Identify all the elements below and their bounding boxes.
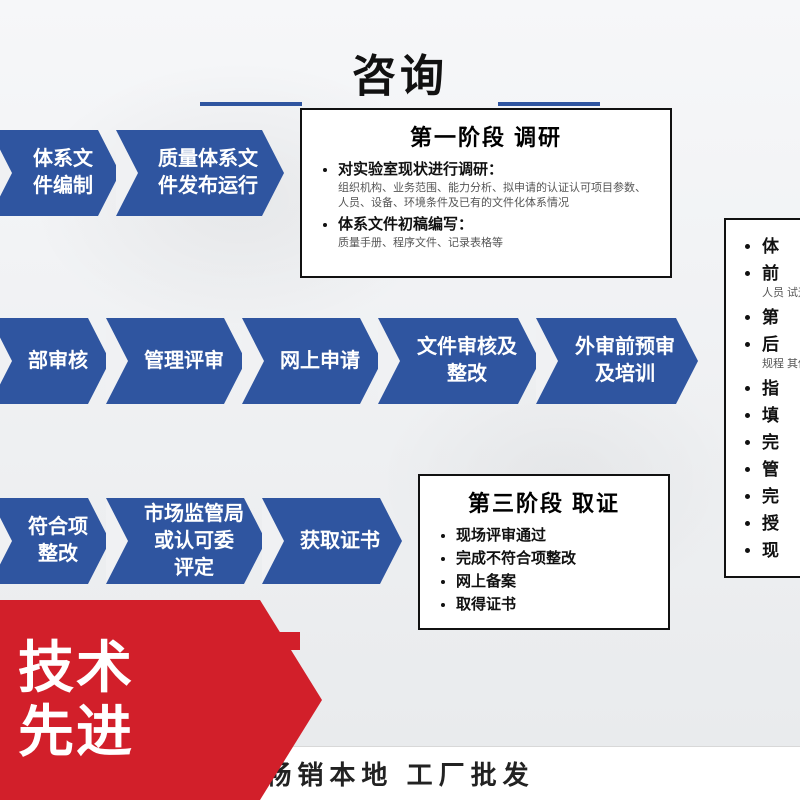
right-crop-item: 指 [762,374,800,399]
phase1-list: 对实验室现状进行调研：组织机构、业务范围、能力分析、拟申请的认证认可项目参数、人… [316,158,656,251]
phase1-item-sub: 组织机构、业务范围、能力分析、拟申请的认证认可项目参数、人员、设备、环境条件及已… [338,181,656,211]
right-cropped-list: 体前人员 试运第后规程 其他指填完管完授现 [740,232,800,561]
phase3-card: 第三阶段 取证 现场评审通过完成不符合项整改网上备案取得证书 [418,474,670,630]
flow-step-label: 获取证书 [300,528,380,555]
right-crop-item: 体 [762,232,800,257]
right-crop-item: 授 [762,509,800,534]
title-bar-left [200,102,302,106]
right-crop-item: 现 [762,536,800,561]
flow-step-label: 文件审核及整改 [417,334,517,388]
title-bar-right [498,102,600,106]
right-crop-item-sub: 人员 试运 [762,286,800,301]
badge-line2: 先进 [18,700,260,764]
flow-step-r1s1: 体系文件编制 [0,130,120,216]
phase1-item: 体系文件初稿编写：质量手册、程序文件、记录表格等 [338,213,656,251]
right-crop-item: 填 [762,401,800,426]
flow-step-r2s1: 部审核 [0,318,110,404]
right-crop-item: 第 [762,303,800,328]
flow-step-r3s2: 市场监管局或认可委评定 [106,498,266,584]
flow-step-r2s3: 网上申请 [242,318,382,404]
phase1-title: 第一阶段 调研 [316,120,656,152]
flow-step-label: 网上申请 [280,348,360,375]
phase3-item: 网上备案 [456,570,654,591]
flow-step-label: 外审前预审及培训 [575,334,675,388]
flow-step-label: 市场监管局或认可委评定 [144,501,244,582]
phase3-item: 完成不符合项整改 [456,547,654,568]
phase1-item-sub: 质量手册、程序文件、记录表格等 [338,236,656,251]
flow-step-r3s1: 符合项整改 [0,498,110,584]
phase3-item: 现场评审通过 [456,524,654,545]
flow-step-r2s4: 文件审核及整改 [378,318,540,404]
phase1-item: 对实验室现状进行调研：组织机构、业务范围、能力分析、拟申请的认证认可项目参数、人… [338,158,656,211]
right-crop-item: 前人员 试运 [762,259,800,301]
phase1-card: 第一阶段 调研 对实验室现状进行调研：组织机构、业务范围、能力分析、拟申请的认证… [300,108,672,278]
right-cropped-card: 体前人员 试运第后规程 其他指填完管完授现 [724,218,800,578]
flow-step-label: 管理评审 [144,348,224,375]
phase3-list: 现场评审通过完成不符合项整改网上备案取得证书 [434,524,654,614]
right-crop-item: 后规程 其他 [762,330,800,372]
flow-step-r1s2: 质量体系文件发布运行 [116,130,284,216]
promo-badge-arrow [260,600,322,800]
phase3-item: 取得证书 [456,593,654,614]
flow-step-label: 符合项整改 [28,514,88,568]
flow-step-r3s3: 获取证书 [262,498,402,584]
promo-badge: 技术 先进 [0,600,260,800]
flow-step-r2s2: 管理评审 [106,318,246,404]
right-crop-item: 完 [762,428,800,453]
flow-step-label: 体系文件编制 [33,146,93,200]
right-crop-item-sub: 规程 其他 [762,357,800,372]
right-crop-item: 管 [762,455,800,480]
canvas: 咨询流程 体系文件编制质量体系文件发布运行 部审核管理评审网上申请文件审核及整改… [0,0,800,800]
flow-step-label: 质量体系文件发布运行 [158,146,258,200]
flow-step-label: 部审核 [28,348,88,375]
flow-step-r2s5: 外审前预审及培训 [536,318,698,404]
phase3-title: 第三阶段 取证 [434,486,654,518]
right-crop-item: 完 [762,482,800,507]
badge-line1: 技术 [18,636,260,700]
